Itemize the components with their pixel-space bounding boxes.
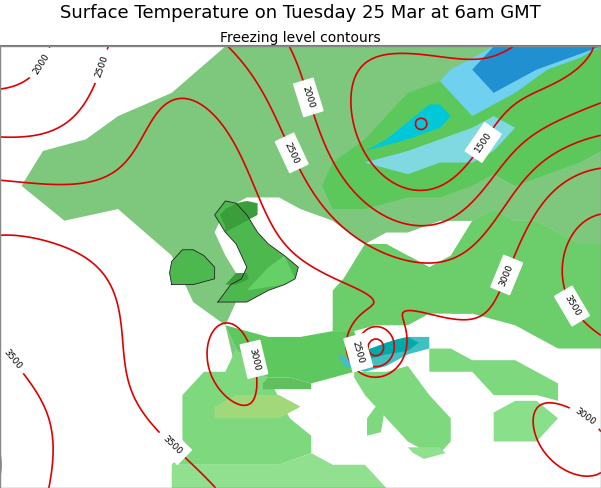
Text: 2500: 2500: [351, 341, 365, 365]
Text: 2500: 2500: [94, 54, 110, 79]
Polygon shape: [493, 401, 558, 442]
Polygon shape: [263, 378, 311, 389]
Polygon shape: [172, 348, 311, 465]
Polygon shape: [349, 337, 418, 360]
Polygon shape: [22, 46, 601, 465]
Polygon shape: [322, 46, 601, 209]
Polygon shape: [429, 348, 558, 401]
Polygon shape: [225, 273, 249, 285]
Polygon shape: [215, 201, 298, 302]
Text: 3000: 3000: [498, 263, 515, 287]
Polygon shape: [220, 201, 258, 232]
Text: 3500: 3500: [563, 294, 582, 318]
Text: 1500: 1500: [473, 130, 493, 155]
Polygon shape: [338, 337, 429, 372]
Text: Surface Temperature on Tuesday 25 Mar at 6am GMT: Surface Temperature on Tuesday 25 Mar at…: [60, 4, 541, 22]
Polygon shape: [225, 325, 359, 384]
Polygon shape: [440, 46, 601, 116]
Polygon shape: [408, 447, 445, 459]
Polygon shape: [333, 244, 472, 331]
Polygon shape: [493, 93, 601, 186]
Text: 2000: 2000: [32, 52, 52, 76]
Polygon shape: [370, 381, 381, 401]
Text: 2500: 2500: [283, 141, 300, 165]
Polygon shape: [365, 116, 515, 174]
Text: Freezing level contours: Freezing level contours: [220, 31, 381, 45]
Polygon shape: [365, 104, 451, 151]
Polygon shape: [215, 395, 300, 418]
Text: 3000: 3000: [573, 407, 597, 427]
Bar: [0, 46, 601, 488]
Polygon shape: [472, 46, 601, 93]
Text: 2000: 2000: [300, 85, 316, 110]
Polygon shape: [169, 250, 215, 285]
Polygon shape: [408, 209, 601, 348]
Polygon shape: [172, 453, 386, 488]
Polygon shape: [367, 407, 384, 436]
Polygon shape: [322, 46, 601, 244]
Text: 3500: 3500: [1, 348, 23, 371]
Polygon shape: [247, 256, 295, 290]
Text: 3000: 3000: [247, 347, 261, 371]
Text: 3500: 3500: [160, 434, 183, 456]
Polygon shape: [354, 366, 451, 453]
